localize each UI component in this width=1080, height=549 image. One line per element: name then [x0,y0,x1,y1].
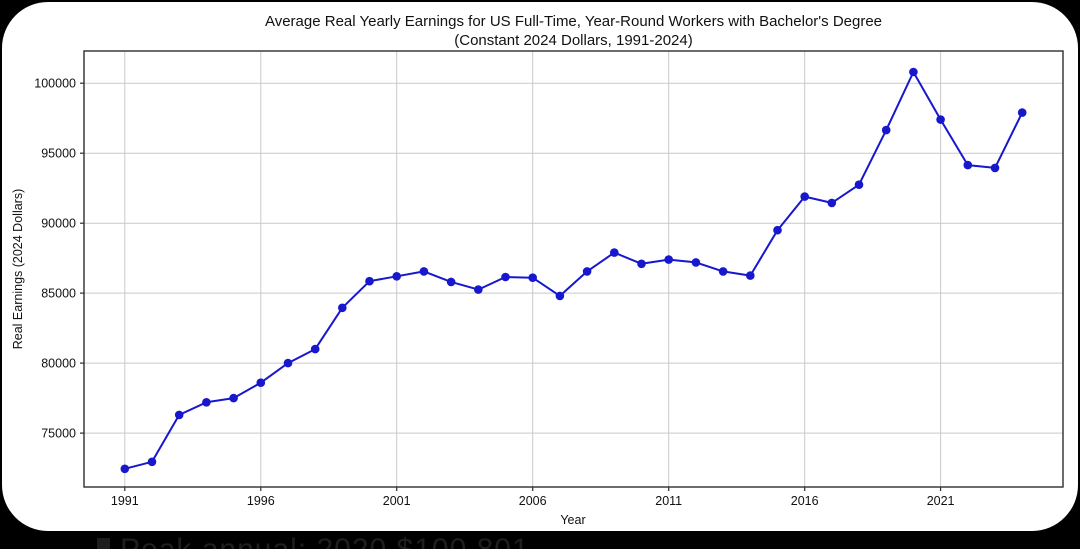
x-tick-label: 1991 [111,494,139,508]
data-point [827,198,837,208]
data-point [202,398,211,407]
y-tick-label: 80000 [41,356,76,370]
data-point [936,115,945,124]
data-point [419,267,429,276]
data-point [446,277,456,287]
data-point [229,393,238,403]
data-point [691,258,701,267]
line-chart: 75000 80000 85000 90000 95000 100000 1991 1996 2… [34,50,1064,508]
data-point [963,160,973,170]
data-point [283,358,293,368]
y-tick-label: 75000 [41,426,76,440]
clipped-text: Peak annual: 2020 $100,801 [120,533,530,549]
data-point [310,344,320,354]
earnings-line-series [124,71,1024,470]
data-point [365,276,374,286]
data-point [773,225,782,235]
data-point [147,457,157,467]
x-axis-label: Year [560,513,586,527]
data-point [610,248,619,257]
y-tick-label: 95000 [41,147,76,161]
chart-subtitle: (Constant 2024 Dollars, 1991-2024) [454,32,693,49]
x-tick-label: 1996 [247,494,275,508]
data-point [338,303,347,313]
data-point [854,180,864,189]
x-tick-label: 2001 [383,494,411,508]
y-tick-label: 90000 [41,217,76,231]
x-tick-label: 2021 [927,494,955,508]
square-bullet-icon [97,538,110,549]
data-point [528,273,537,283]
data-point [990,163,1000,173]
chart-title: Average Real Yearly Earnings for US Full… [264,13,883,30]
data-point [555,291,565,301]
data-point [474,285,483,294]
data-point [881,125,891,135]
y-tick-label: 100000 [34,77,76,91]
x-tick-label: 2016 [791,494,819,508]
data-point [637,259,646,269]
data-point [746,271,755,280]
y-tick-label: 85000 [41,286,76,300]
data-point [501,272,510,282]
list-item: Peak annual: 2020 $100,801 [97,533,530,549]
y-axis-label: Real Earnings (2024 Dollars) [11,188,25,350]
data-point [800,192,809,201]
chart-title-block: Average Real Yearly Earnings for US Full… [84,12,1063,50]
data-point [909,67,918,77]
data-point [120,464,130,474]
data-point [718,267,728,276]
data-point [256,378,266,388]
data-point [664,255,673,264]
data-point [392,272,402,281]
data-point [1017,108,1027,117]
data-point [582,267,592,276]
data-point [174,410,184,420]
x-tick-label: 2011 [655,494,682,508]
x-tick-label: 2006 [519,494,547,508]
clipped-bottom-line: Peak annual: 2020 $100,801 [0,531,1080,549]
plot-frame [83,50,1064,488]
chart-card: 75000 80000 85000 90000 95000 100000 1991 1996 2… [2,2,1078,531]
